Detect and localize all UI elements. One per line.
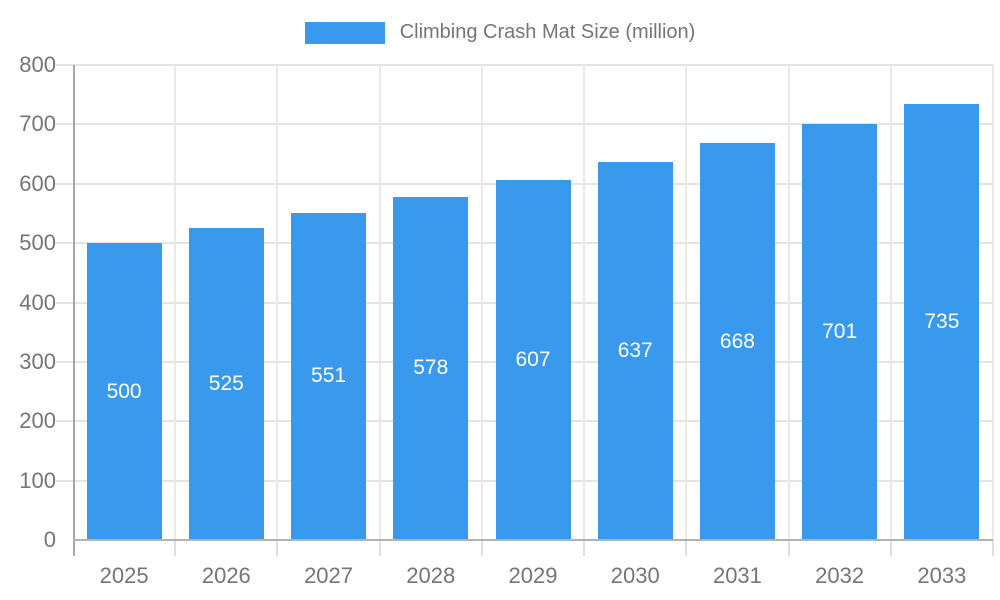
gridline-vertical <box>992 65 994 540</box>
gridline-vertical <box>480 65 483 540</box>
plot-area: 500 525 551 578 607 637 668 701 735 <box>56 64 994 556</box>
x-category-label: 2032 <box>815 563 865 588</box>
y-tick-label: 700 <box>19 111 56 137</box>
x-tick <box>378 540 381 556</box>
x-category-label: 2026 <box>201 563 251 588</box>
bar-2032[interactable]: 701 <box>802 123 878 540</box>
x-tick <box>583 540 586 556</box>
legend-title: Climbing Crash Mat Size (million) <box>399 21 696 43</box>
x-category-label: 2031 <box>712 563 762 588</box>
x-tick <box>174 540 177 556</box>
x-axis: 2025 2026 2027 2028 2029 2030 2031 2032 2033 <box>73 540 993 595</box>
x-category-label: 2027 <box>304 563 354 588</box>
x-category-label: 2028 <box>406 563 456 588</box>
x-tick <box>889 540 892 556</box>
gridline-vertical <box>378 65 381 540</box>
x-category-label: 2033 <box>917 563 967 588</box>
y-tick-label: 200 <box>19 408 56 434</box>
bar-2033[interactable]: 735 <box>904 103 980 540</box>
x-axis-line <box>73 539 993 541</box>
bar-2025[interactable]: 500 <box>86 243 162 540</box>
x-tick <box>480 540 483 556</box>
bar-value-label: 735 <box>924 309 960 333</box>
x-category-label: 2029 <box>508 563 558 588</box>
y-tick-label: 400 <box>19 289 56 315</box>
bar-2028[interactable]: 578 <box>393 196 469 540</box>
y-tick-label: 500 <box>19 230 56 256</box>
y-tick-label: 300 <box>19 348 56 374</box>
bar-value-label: 607 <box>515 347 551 371</box>
gridline-horizontal <box>56 123 993 126</box>
y-axis-line <box>73 65 75 556</box>
gridline-vertical <box>174 65 177 540</box>
y-axis: 0 100 200 300 400 500 600 700 800 <box>0 52 56 552</box>
bar-2026[interactable]: 525 <box>188 228 264 540</box>
bar-2031[interactable]: 668 <box>699 143 775 540</box>
gridline-vertical <box>889 65 892 540</box>
gridline-horizontal <box>56 64 993 66</box>
bar-2027[interactable]: 551 <box>291 212 367 540</box>
x-tick <box>276 540 279 556</box>
bar-value-label: 578 <box>413 356 449 380</box>
gridline-vertical <box>583 65 586 540</box>
chart-legend[interactable]: Climbing Crash Mat Size (million) <box>0 21 1000 44</box>
legend-swatch <box>304 21 385 44</box>
gridline-vertical <box>787 65 790 540</box>
x-tick <box>787 540 790 556</box>
gridline-vertical <box>276 65 279 540</box>
bar-value-label: 668 <box>719 329 755 353</box>
y-tick-label: 600 <box>19 170 56 196</box>
bar-2029[interactable]: 607 <box>495 179 571 540</box>
bar-value-label: 500 <box>106 379 142 403</box>
bar-value-label: 525 <box>208 372 244 396</box>
x-tick <box>992 540 994 556</box>
bar-2030[interactable]: 637 <box>597 161 673 540</box>
y-tick-label: 800 <box>19 52 56 77</box>
x-category-label: 2030 <box>610 563 660 588</box>
bar-value-label: 637 <box>617 338 653 362</box>
x-tick <box>685 540 688 556</box>
y-tick-label: 100 <box>19 467 56 493</box>
bar-value-label: 701 <box>822 319 858 343</box>
bar-value-label: 551 <box>311 364 347 388</box>
y-tick-label: 0 <box>43 527 56 552</box>
x-category-label: 2025 <box>99 563 149 588</box>
gridline-vertical <box>685 65 688 540</box>
